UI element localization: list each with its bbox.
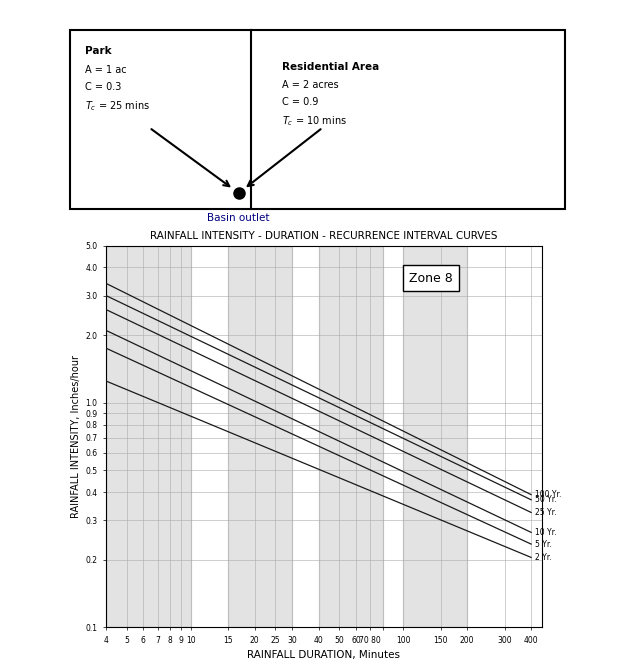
Text: A = 1 ac: A = 1 ac	[85, 64, 127, 74]
Text: Park: Park	[85, 46, 112, 56]
Text: 25 Yr.: 25 Yr.	[535, 508, 556, 517]
Bar	[318, 246, 383, 627]
Text: C = 0.9: C = 0.9	[282, 97, 318, 107]
Y-axis label: RAINFALL INTENSITY, Inches/hour: RAINFALL INTENSITY, Inches/hour	[71, 355, 81, 518]
X-axis label: RAINFALL DURATION, Minutes: RAINFALL DURATION, Minutes	[247, 650, 401, 661]
Text: C = 0.3: C = 0.3	[85, 82, 121, 92]
Text: 5 Yr.: 5 Yr.	[535, 540, 551, 548]
Bar	[403, 246, 467, 627]
Text: 100 Yr.: 100 Yr.	[535, 490, 561, 499]
Text: Residential Area: Residential Area	[282, 62, 379, 72]
Text: 50 Yr.: 50 Yr.	[535, 495, 556, 504]
Text: 10 Yr.: 10 Yr.	[535, 528, 556, 537]
FancyBboxPatch shape	[70, 30, 566, 209]
Title: RAINFALL INTENSITY - DURATION - RECURRENCE INTERVAL CURVES: RAINFALL INTENSITY - DURATION - RECURREN…	[150, 230, 498, 241]
Text: 2 Yr.: 2 Yr.	[535, 553, 551, 562]
Text: $T_c$ = 10 mins: $T_c$ = 10 mins	[282, 114, 347, 127]
Bar	[106, 246, 191, 627]
Text: $T_c$ = 25 mins: $T_c$ = 25 mins	[85, 99, 150, 113]
Text: Basin outlet: Basin outlet	[207, 213, 270, 223]
Bar	[228, 246, 292, 627]
Text: A = 2 acres: A = 2 acres	[282, 80, 338, 90]
Text: Zone 8: Zone 8	[409, 272, 453, 285]
